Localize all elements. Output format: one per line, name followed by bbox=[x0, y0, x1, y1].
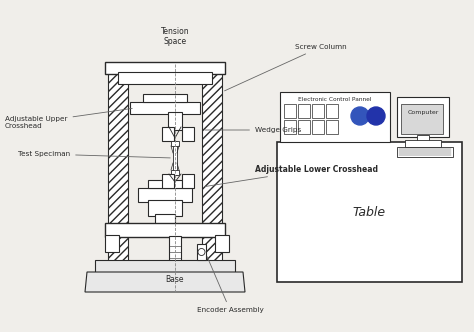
Text: Test Speciman: Test Speciman bbox=[18, 151, 170, 158]
Bar bbox=[284, 104, 296, 118]
Text: Wedge Grips: Wedge Grips bbox=[205, 127, 301, 133]
Bar bbox=[401, 104, 443, 134]
Bar bbox=[298, 120, 310, 134]
Bar bbox=[95, 260, 235, 274]
Bar bbox=[284, 120, 296, 134]
Circle shape bbox=[198, 248, 205, 256]
Bar bbox=[397, 147, 453, 157]
Bar bbox=[397, 97, 449, 137]
Bar bbox=[312, 104, 324, 118]
Bar bbox=[182, 127, 194, 141]
Bar bbox=[162, 127, 174, 141]
Text: Table: Table bbox=[353, 206, 386, 218]
Bar bbox=[118, 72, 212, 84]
Bar bbox=[215, 235, 229, 252]
Bar bbox=[197, 244, 206, 260]
Text: Computer: Computer bbox=[407, 110, 439, 115]
Bar bbox=[105, 235, 119, 252]
Bar bbox=[173, 141, 177, 175]
Bar bbox=[182, 174, 194, 188]
Bar bbox=[148, 200, 182, 216]
Bar bbox=[168, 112, 182, 130]
Bar bbox=[108, 72, 128, 262]
Text: Tension
Space: Tension Space bbox=[161, 27, 189, 46]
Bar bbox=[312, 120, 324, 134]
Bar bbox=[417, 135, 429, 141]
Bar bbox=[148, 180, 182, 188]
Bar bbox=[162, 174, 174, 188]
Bar bbox=[277, 142, 462, 282]
Circle shape bbox=[367, 107, 385, 125]
Text: Adjustable Lower Crosshead: Adjustable Lower Crosshead bbox=[205, 164, 378, 187]
Bar bbox=[138, 188, 192, 202]
Text: Encoder Assembly: Encoder Assembly bbox=[197, 257, 264, 313]
Bar bbox=[105, 62, 225, 74]
Circle shape bbox=[351, 107, 369, 125]
Bar bbox=[155, 214, 175, 224]
Bar bbox=[105, 223, 225, 237]
Polygon shape bbox=[85, 272, 245, 292]
Bar bbox=[405, 140, 441, 147]
Bar bbox=[171, 170, 179, 175]
Bar bbox=[326, 120, 338, 134]
Bar bbox=[171, 141, 179, 146]
Text: Electronic Control Pannel: Electronic Control Pannel bbox=[298, 97, 372, 102]
Bar bbox=[298, 104, 310, 118]
Text: Base: Base bbox=[166, 275, 184, 284]
Bar bbox=[202, 72, 222, 262]
Bar bbox=[130, 102, 200, 114]
Bar bbox=[169, 236, 181, 262]
Text: Adjustable Upper
Crosshead: Adjustable Upper Crosshead bbox=[5, 108, 132, 128]
Text: Screw Column: Screw Column bbox=[225, 44, 346, 91]
Bar bbox=[326, 104, 338, 118]
Bar bbox=[143, 94, 187, 102]
Bar bbox=[280, 92, 390, 142]
